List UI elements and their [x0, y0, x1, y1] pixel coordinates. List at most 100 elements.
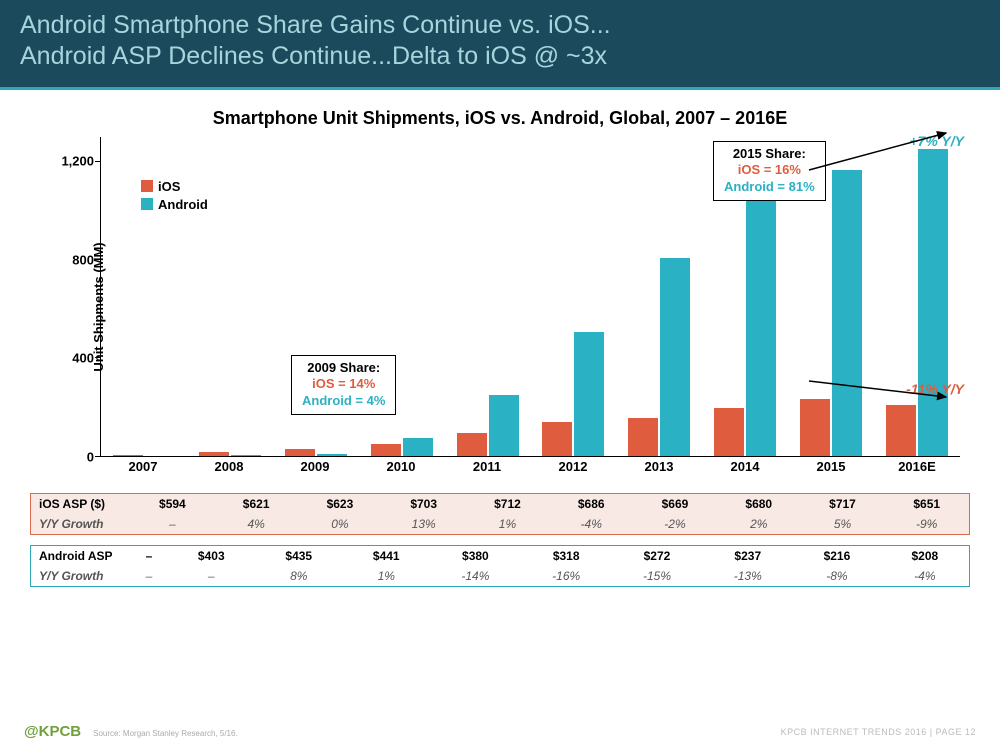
- bar-android: [918, 149, 948, 456]
- table-row: iOS ASP ($)$594$621$623$703$712$686$669$…: [31, 493, 970, 514]
- callout-2009-android: Android = 4%: [302, 393, 385, 410]
- legend-swatch-android: [141, 198, 153, 210]
- row-label: iOS ASP ($): [31, 493, 131, 514]
- table-cell: -2%: [633, 514, 717, 535]
- y-tick: 800: [72, 252, 94, 267]
- legend-label-android: Android: [158, 197, 208, 212]
- y-tick: 0: [87, 449, 94, 464]
- y-tick-mark: [95, 161, 101, 162]
- table-cell: $651: [884, 493, 969, 514]
- table-cell: –: [131, 566, 168, 587]
- asp-tables: iOS ASP ($)$594$621$623$703$712$686$669$…: [30, 493, 970, 587]
- table-cell: -13%: [702, 566, 793, 587]
- table-cell: –: [131, 514, 215, 535]
- y-tick: 1,200: [61, 154, 94, 169]
- y-tick-mark: [95, 259, 101, 260]
- chart-plot: Unit Shipments (MM) 04008001,200 iOS And…: [100, 137, 960, 477]
- bar-group: [616, 137, 702, 456]
- table-cell: $403: [168, 545, 255, 566]
- table-cell: $272: [612, 545, 703, 566]
- table-cell: $318: [521, 545, 612, 566]
- table-row: Y/Y Growth–4%0%13%1%-4%-2%2%5%-9%: [31, 514, 970, 535]
- legend-item-android: Android: [141, 197, 208, 212]
- table-cell: 8%: [255, 566, 342, 587]
- bar-ios: [800, 399, 830, 456]
- table-cell: 5%: [801, 514, 885, 535]
- x-axis-label: 2015: [788, 459, 874, 479]
- header-line-2: Android ASP Declines Continue...Delta to…: [20, 41, 980, 72]
- yoy-label-android: +7% Y/Y: [909, 133, 964, 149]
- y-tick: 400: [72, 351, 94, 366]
- table-cell: $435: [255, 545, 342, 566]
- yoy-label-ios: -11% Y/Y: [906, 381, 964, 397]
- bar-ios: [628, 418, 658, 456]
- bar-group: [445, 137, 531, 456]
- table-cell: 1%: [466, 514, 550, 535]
- table-cell: $680: [717, 493, 801, 514]
- plot-inner: iOS Android 2009 Share: iOS = 14% Androi…: [100, 137, 960, 457]
- table-cell: -4%: [881, 566, 970, 587]
- callout-2015-ios: iOS = 16%: [724, 162, 815, 179]
- legend-swatch-ios: [141, 180, 153, 192]
- bar-group: [874, 137, 960, 456]
- x-axis-labels: 2007200820092010201120122013201420152016…: [100, 459, 960, 479]
- table-cell: –: [168, 566, 255, 587]
- table-row: Y/Y Growth––8%1%-14%-16%-15%-13%-8%-4%: [31, 566, 970, 587]
- footer-logo: @KPCB: [24, 723, 81, 740]
- table-cell: –: [131, 545, 168, 566]
- bar-android: [403, 438, 433, 455]
- table-cell: -14%: [430, 566, 521, 587]
- header-line-1: Android Smartphone Share Gains Continue …: [20, 10, 980, 41]
- table-cell: $594: [131, 493, 215, 514]
- table-cell: 0%: [298, 514, 382, 535]
- table-cell: $237: [702, 545, 793, 566]
- bar-ios: [371, 444, 401, 456]
- table-cell: $712: [466, 493, 550, 514]
- table-cell: $441: [343, 545, 430, 566]
- table-cell: $208: [881, 545, 970, 566]
- table-cell: -15%: [612, 566, 703, 587]
- android-asp-table: Android ASP–$403$435$441$380$318$272$237…: [30, 545, 970, 587]
- table-cell: $216: [793, 545, 880, 566]
- y-tick-mark: [95, 357, 101, 358]
- bar-android: [660, 258, 690, 456]
- x-axis-label: 2014: [702, 459, 788, 479]
- footer-source: Source: Morgan Stanley Research, 5/16.: [93, 729, 238, 738]
- chart-area: Smartphone Unit Shipments, iOS vs. Andro…: [0, 90, 1000, 477]
- table-cell: 2%: [717, 514, 801, 535]
- table-cell: 4%: [214, 514, 298, 535]
- bar-ios: [542, 422, 572, 455]
- bar-android: [317, 454, 347, 456]
- x-axis-label: 2009: [272, 459, 358, 479]
- row-label: Android ASP: [31, 545, 131, 566]
- table-cell: 1%: [343, 566, 430, 587]
- table-cell: -16%: [521, 566, 612, 587]
- bar-ios: [457, 433, 487, 456]
- callout-2015: 2015 Share: iOS = 16% Android = 81%: [713, 141, 826, 202]
- x-axis-label: 2007: [100, 459, 186, 479]
- table-cell: $686: [549, 493, 633, 514]
- table-cell: -4%: [549, 514, 633, 535]
- table-cell: $623: [298, 493, 382, 514]
- row-label: Y/Y Growth: [31, 514, 131, 535]
- x-axis-label: 2013: [616, 459, 702, 479]
- bar-android: [746, 195, 776, 455]
- callout-2009: 2009 Share: iOS = 14% Android = 4%: [291, 355, 396, 416]
- bar-ios: [199, 452, 229, 455]
- table-cell: 13%: [382, 514, 466, 535]
- y-tick-mark: [95, 456, 101, 457]
- callout-2015-android: Android = 81%: [724, 179, 815, 196]
- callout-2009-ios: iOS = 14%: [302, 376, 385, 393]
- chart-title: Smartphone Unit Shipments, iOS vs. Andro…: [30, 108, 970, 129]
- table-cell: $380: [430, 545, 521, 566]
- callout-2009-title: 2009 Share:: [302, 360, 385, 377]
- callout-2015-title: 2015 Share:: [724, 146, 815, 163]
- bar-android: [574, 332, 604, 456]
- chart-legend: iOS Android: [141, 179, 208, 215]
- bar-ios: [886, 405, 916, 456]
- x-axis-label: 2010: [358, 459, 444, 479]
- table-cell: -9%: [884, 514, 969, 535]
- legend-item-ios: iOS: [141, 179, 208, 194]
- x-axis-label: 2011: [444, 459, 530, 479]
- table-cell: $717: [801, 493, 885, 514]
